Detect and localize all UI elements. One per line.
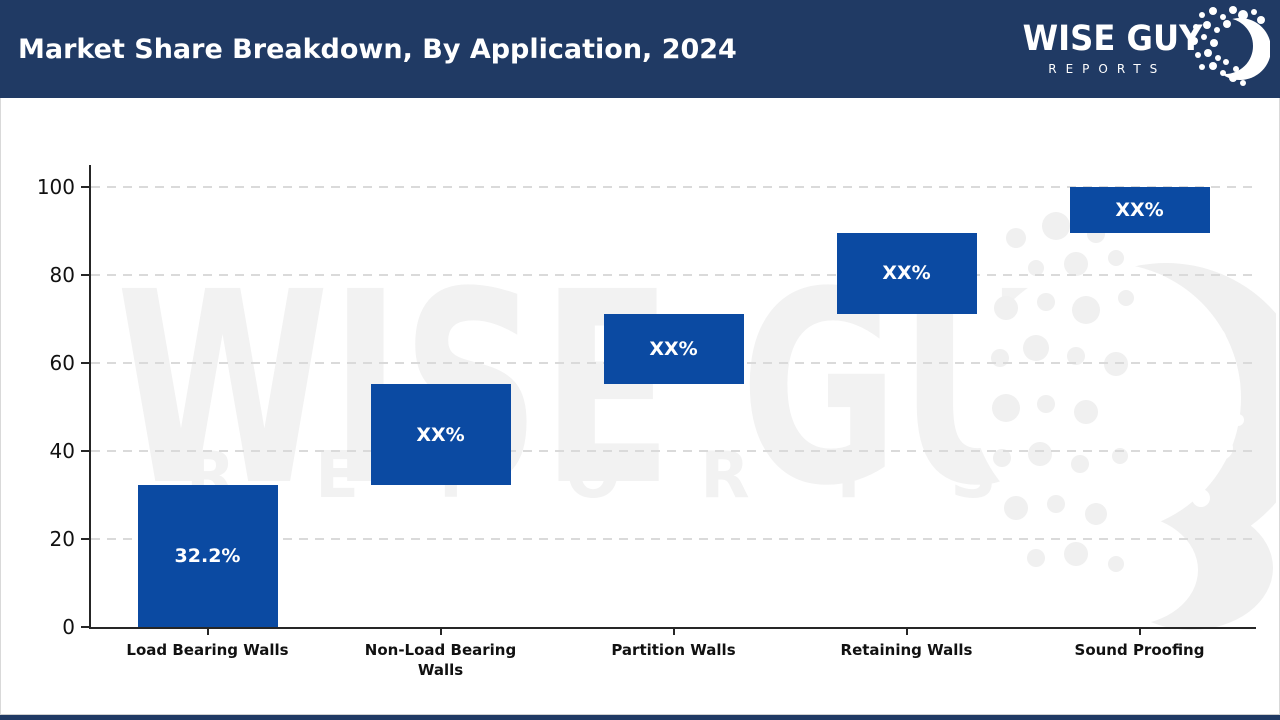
- logo-subtitle: REPORTS: [1048, 62, 1167, 76]
- plot-area: 0 20 40 60 80 100 32.2% Load Bearing Walls XX% No…: [37, 165, 1256, 679]
- bar-value-label: XX%: [649, 337, 698, 360]
- x-tick: [905, 629, 908, 635]
- y-tick: [81, 626, 89, 628]
- y-tick-label: 100: [36, 175, 75, 199]
- header-bar: Market Share Breakdown, By Application, …: [0, 0, 1280, 98]
- gridline: [91, 450, 1256, 452]
- x-category-label-sound-proofing: Sound Proofing: [1074, 641, 1205, 659]
- x-category-label-partition-walls: Partition Walls: [611, 641, 736, 659]
- x-tick: [206, 629, 209, 635]
- chart-canvas: WISE GUY REPORTS 0 20 40 60 80 100 32.2% Load B…: [0, 98, 1280, 715]
- page-title: Market Share Breakdown, By Application, …: [18, 33, 737, 65]
- y-tick: [81, 274, 89, 276]
- bar-value-label: XX%: [1115, 198, 1164, 221]
- y-tick-label: 20: [49, 527, 75, 551]
- y-tick: [81, 362, 89, 364]
- x-tick: [1138, 629, 1141, 635]
- gridline: [91, 186, 1256, 188]
- x-tick: [672, 629, 675, 635]
- y-tick-label: 40: [49, 439, 75, 463]
- wiseguy-head-icon: [1190, 6, 1270, 86]
- gridline: [91, 274, 1256, 276]
- y-tick: [81, 538, 89, 540]
- x-tick: [439, 629, 442, 635]
- footer-bar: [0, 715, 1280, 720]
- bar-non-load-bearing-walls: XX%: [370, 384, 511, 486]
- y-tick-label: 80: [49, 263, 75, 287]
- bar-partition-walls: XX%: [603, 313, 744, 385]
- watermark-subtitle: REPORTS: [186, 439, 1077, 513]
- bar-value-label: XX%: [416, 423, 465, 446]
- logo-text: WISE GUY REPORTS: [1007, 19, 1202, 77]
- bar-sound-proofing: XX%: [1069, 187, 1210, 233]
- bar-retaining-walls: XX%: [836, 232, 977, 314]
- x-category-label-load-bearing-walls: Load Bearing Walls: [126, 641, 289, 659]
- y-tick: [81, 450, 89, 452]
- watermark-head-graphic: [976, 212, 1276, 630]
- y-tick: [81, 186, 89, 188]
- wiseguy-logo: WISE GUY REPORTS: [1007, 5, 1280, 93]
- x-category-label-retaining-walls: Retaining Walls: [840, 641, 973, 659]
- x-category-label-non-load-bearing-walls: Non-Load Bearing Walls: [364, 641, 517, 680]
- bar-value-label: 32.2%: [174, 545, 241, 568]
- logo-wordmark: WISE GUY: [1022, 19, 1202, 59]
- y-tick-label: 0: [62, 615, 75, 639]
- bar-value-label: XX%: [882, 262, 931, 285]
- bar-load-bearing-walls: 32.2%: [137, 485, 278, 627]
- y-tick-label: 60: [49, 351, 75, 375]
- gridline: [91, 538, 1256, 540]
